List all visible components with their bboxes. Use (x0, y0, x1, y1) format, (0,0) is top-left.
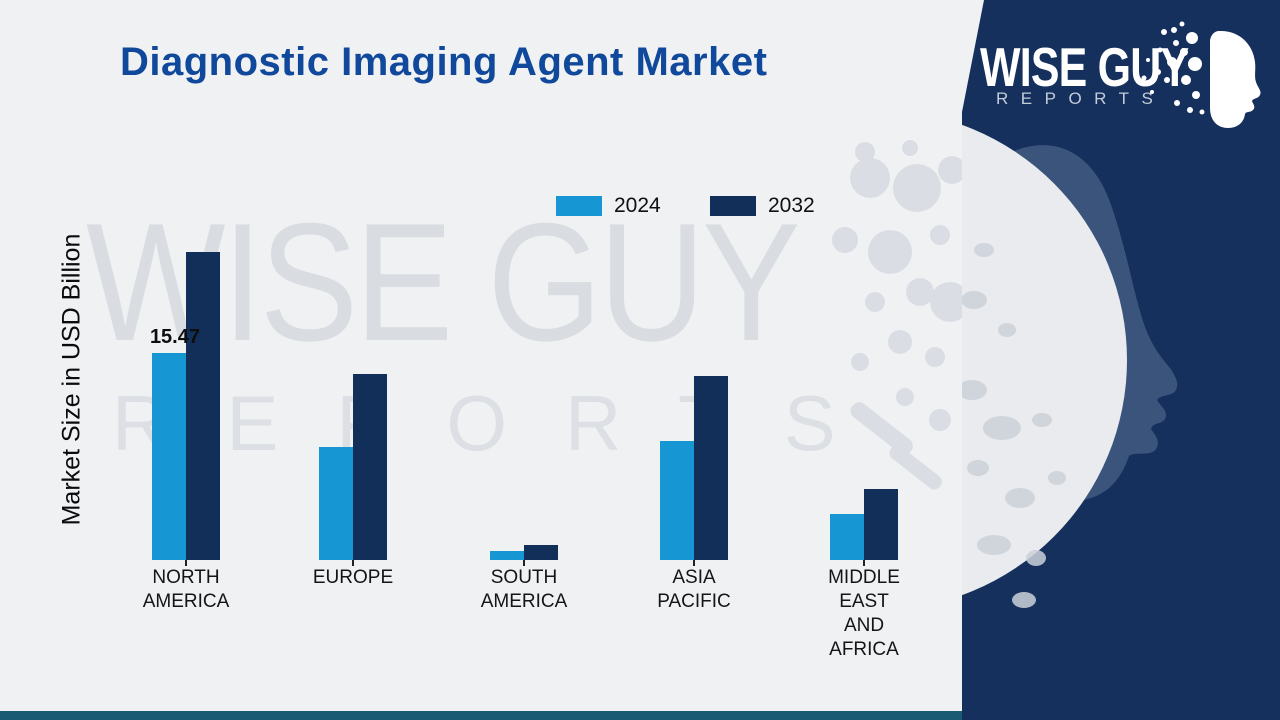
bar-2032-south-america (524, 545, 558, 560)
bar-2024-europe (319, 447, 353, 560)
logo-wordmark: WISE GUY (980, 36, 1189, 98)
category-label-middle-east-and-africa: MIDDLE EAST AND AFRICA (828, 567, 900, 660)
y-axis-label: Market Size in USD Billion (57, 233, 86, 526)
category-label-europe: EUROPE (312, 567, 394, 588)
legend-swatch-2032 (710, 196, 756, 216)
legend-label-2032: 2032 (768, 194, 815, 217)
x-axis-tick (185, 560, 187, 566)
x-axis-tick (863, 560, 865, 566)
logo-reports-text: REPORTS (996, 89, 1166, 108)
x-axis-tick (523, 560, 525, 566)
data-label-north-america-2024: 15.47 (149, 326, 200, 348)
bar-2024-asia-pacific (660, 441, 694, 560)
legend-label-2024: 2024 (614, 194, 661, 217)
panel-circle-graphic (962, 124, 1127, 608)
page-title: Diagnostic Imaging Agent Market (120, 40, 768, 84)
bar-2032-north-america (186, 252, 220, 560)
bar-2032-asia-pacific (694, 376, 728, 560)
category-label-south-america: SOUTH AMERICA (480, 567, 568, 612)
bar-2024-middle-east-and-africa (830, 514, 864, 560)
logo-head-icon (1141, 21, 1261, 129)
footer-accent-bar (0, 711, 962, 720)
bar-2032-middle-east-and-africa (864, 489, 898, 560)
legend-swatch-2024 (556, 196, 602, 216)
category-label-asia-pacific: ASIA PACIFIC (657, 567, 731, 612)
x-axis-tick (352, 560, 354, 566)
bar-2024-south-america (490, 551, 524, 560)
panel-corner-slant (962, 0, 984, 112)
brand-panel (962, 0, 1280, 720)
bar-2032-europe (353, 374, 387, 560)
bar-2024-north-america (152, 353, 186, 560)
x-axis-tick (693, 560, 695, 566)
category-label-north-america: NORTH AMERICA (142, 567, 230, 612)
